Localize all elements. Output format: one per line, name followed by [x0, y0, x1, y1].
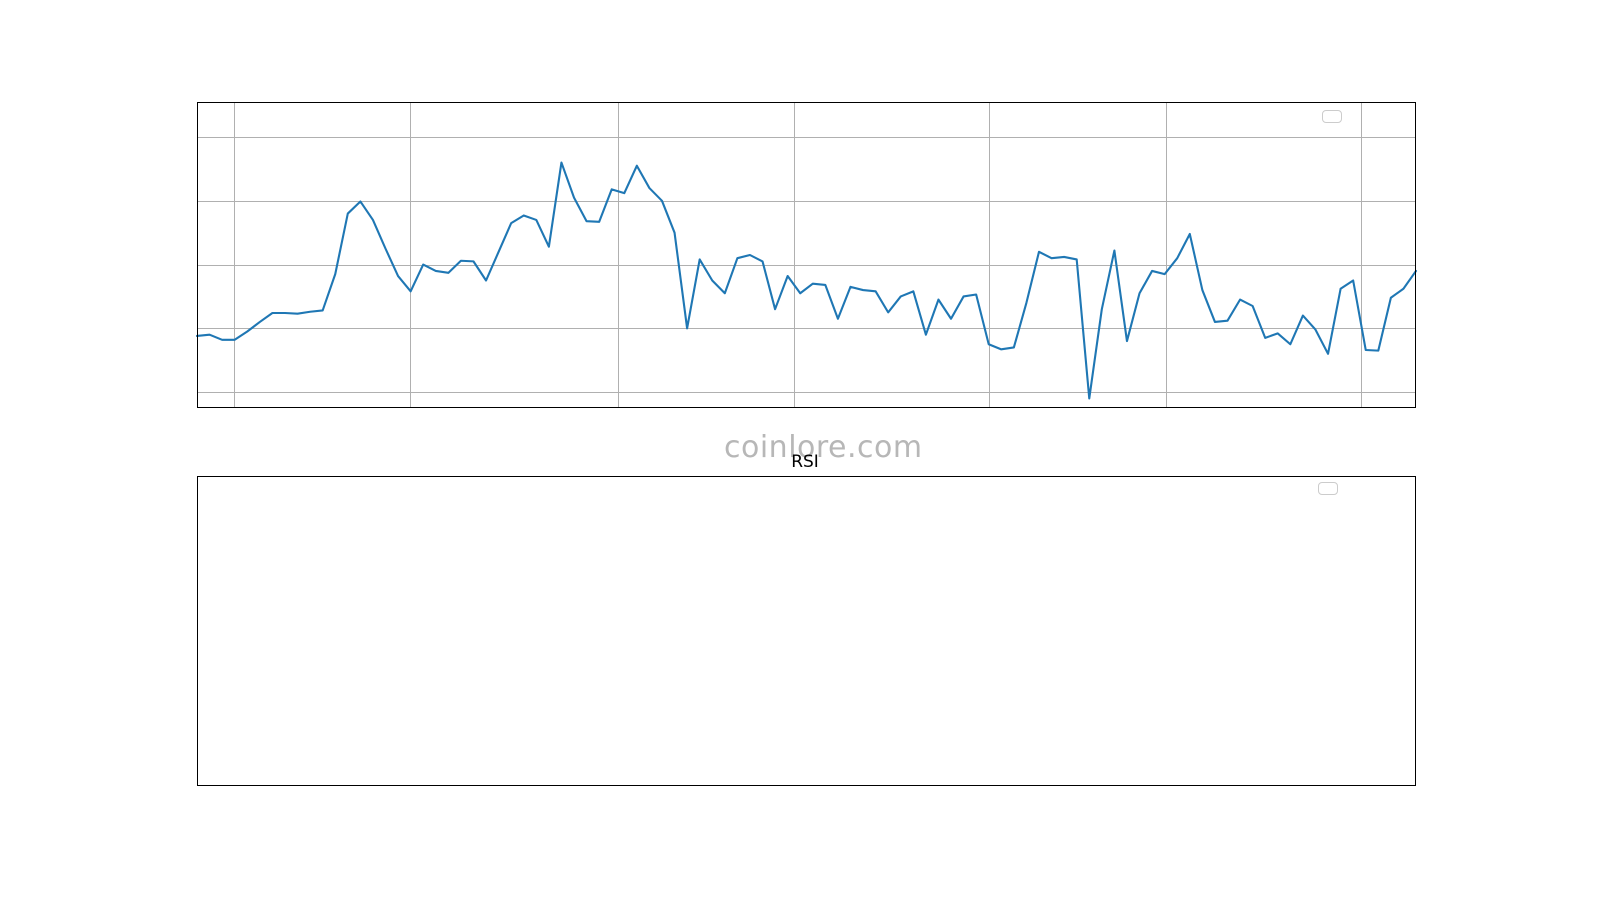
rsi-chart-plot: [197, 476, 1416, 786]
price-gridline-h-3: [197, 200, 1416, 202]
price-gridline-v-4: [989, 102, 991, 408]
price-gridline-h-0: [197, 392, 1416, 394]
price-gridline-v-1: [410, 102, 412, 408]
price-gridline-h-1: [197, 328, 1416, 330]
price-gridline-h-2: [197, 264, 1416, 266]
price-gridline-v-3: [794, 102, 796, 408]
price-chart-plot: [195, 102, 1418, 408]
rsi-legend[interactable]: [1318, 482, 1338, 495]
price-gridline-h-4: [197, 137, 1416, 139]
watermark: coinlore.com: [724, 430, 923, 465]
price-gridline-v-0: [233, 102, 235, 408]
price-legend[interactable]: [1322, 110, 1342, 123]
price-line-series: [195, 161, 1418, 400]
price-gridline-v-5: [1166, 102, 1168, 408]
rsi-line-series: [197, 476, 1416, 786]
price-gridline-v-6: [1361, 102, 1363, 408]
price-gridline-v-2: [617, 102, 619, 408]
rsi-panel-title: RSI: [791, 452, 819, 472]
